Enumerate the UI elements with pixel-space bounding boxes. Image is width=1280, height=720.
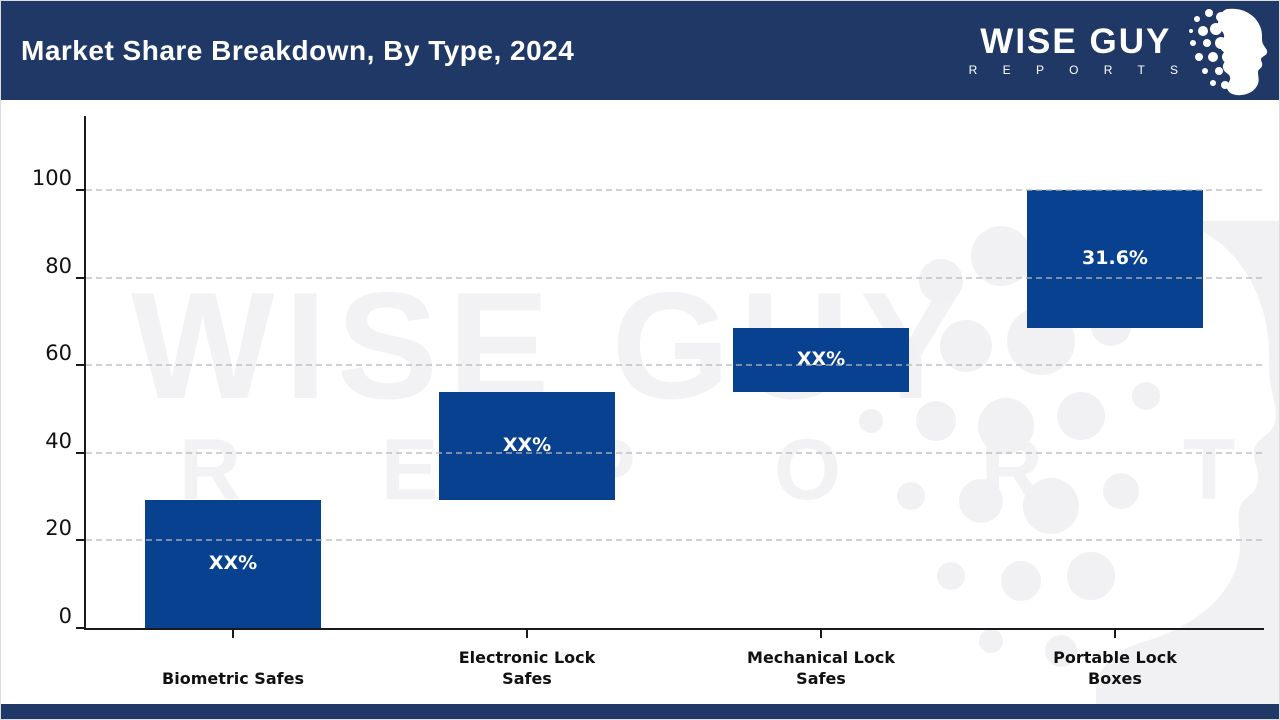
- header-band: Market Share Breakdown, By Type, 2024 WI…: [1, 1, 1279, 100]
- x-tick-mark: [820, 630, 822, 638]
- x-tick-mark: [526, 630, 528, 638]
- x-category-label-line: Portable Lock: [1053, 648, 1177, 668]
- footer-band: [1, 704, 1279, 719]
- x-category-label: Biometric Safes: [113, 669, 353, 690]
- y-tick-label: 60: [45, 341, 72, 366]
- brand-subtitle: R E P O R T S: [968, 63, 1189, 77]
- bar-value-label: 31.6%: [1082, 247, 1148, 270]
- x-tick-mark: [232, 630, 234, 638]
- gridline-y100: [86, 189, 1262, 191]
- brand-logo: WISE GUY R E P O R T S: [963, 5, 1279, 97]
- x-category-label-line: Mechanical Lock: [747, 648, 895, 668]
- y-tick-mark: [76, 539, 84, 542]
- x-category-label: Portable Lock Boxes: [995, 648, 1235, 690]
- bar-value-label: XX%: [208, 551, 258, 574]
- bar-value-label: XX%: [796, 348, 846, 371]
- x-tick-mark: [1114, 630, 1116, 638]
- page-title: Market Share Breakdown, By Type, 2024: [21, 34, 575, 66]
- y-tick-mark: [76, 627, 84, 629]
- y-axis-line: [84, 116, 86, 630]
- y-tick-label: 80: [45, 253, 72, 278]
- bar-portable-lock-boxes[interactable]: 31.6%: [1026, 190, 1204, 329]
- x-category-label-line: Biometric Safes: [162, 669, 304, 689]
- y-tick-mark: [76, 276, 84, 279]
- bars-zone: 0 20 40 60 80 100 XX% XX% XX% 31.6% Biometric Safe…: [32, 166, 1262, 688]
- gridline-y20: [86, 539, 1262, 542]
- x-axis-line: [84, 628, 1264, 630]
- gridline-y80: [86, 276, 1262, 279]
- x-category-label-line: Electronic Lock: [458, 648, 596, 668]
- brand-name: WISE GUY: [980, 22, 1172, 61]
- x-category-label: Electronic Lock Safes: [407, 648, 647, 690]
- bar-mechanical-lock-safes[interactable]: XX%: [732, 328, 910, 393]
- y-tick-label: 20: [45, 516, 72, 541]
- y-tick-mark: [76, 451, 84, 454]
- plot-area: 0 20 40 60 80 100 XX% XX% XX% 31.6% Biometric Safe…: [32, 116, 1264, 688]
- x-category-label-line: Safes: [502, 669, 552, 689]
- bar-electronic-lock-safes[interactable]: XX%: [438, 392, 616, 501]
- x-category-label-line: Boxes: [1088, 669, 1142, 689]
- y-tick-mark: [76, 189, 84, 191]
- y-tick-label: 0: [58, 604, 72, 628]
- y-tick-label: 40: [45, 428, 72, 453]
- y-tick-mark: [76, 364, 84, 367]
- gridline-y60: [86, 364, 1262, 367]
- brand-logo-text: WISE GUY R E P O R T S: [963, 24, 1189, 77]
- watermark-reports: R E P O R T S: [179, 422, 1279, 518]
- dotted-face-profile-icon: [1189, 8, 1268, 95]
- bar-biometric-safes[interactable]: XX%: [144, 500, 322, 628]
- y-tick-label: 100: [31, 166, 72, 190]
- gridline-y40: [86, 451, 1262, 454]
- x-category-label: Mechanical Lock Safes: [701, 648, 941, 690]
- x-category-label-line: Safes: [796, 669, 846, 689]
- bar-value-label: XX%: [502, 434, 552, 457]
